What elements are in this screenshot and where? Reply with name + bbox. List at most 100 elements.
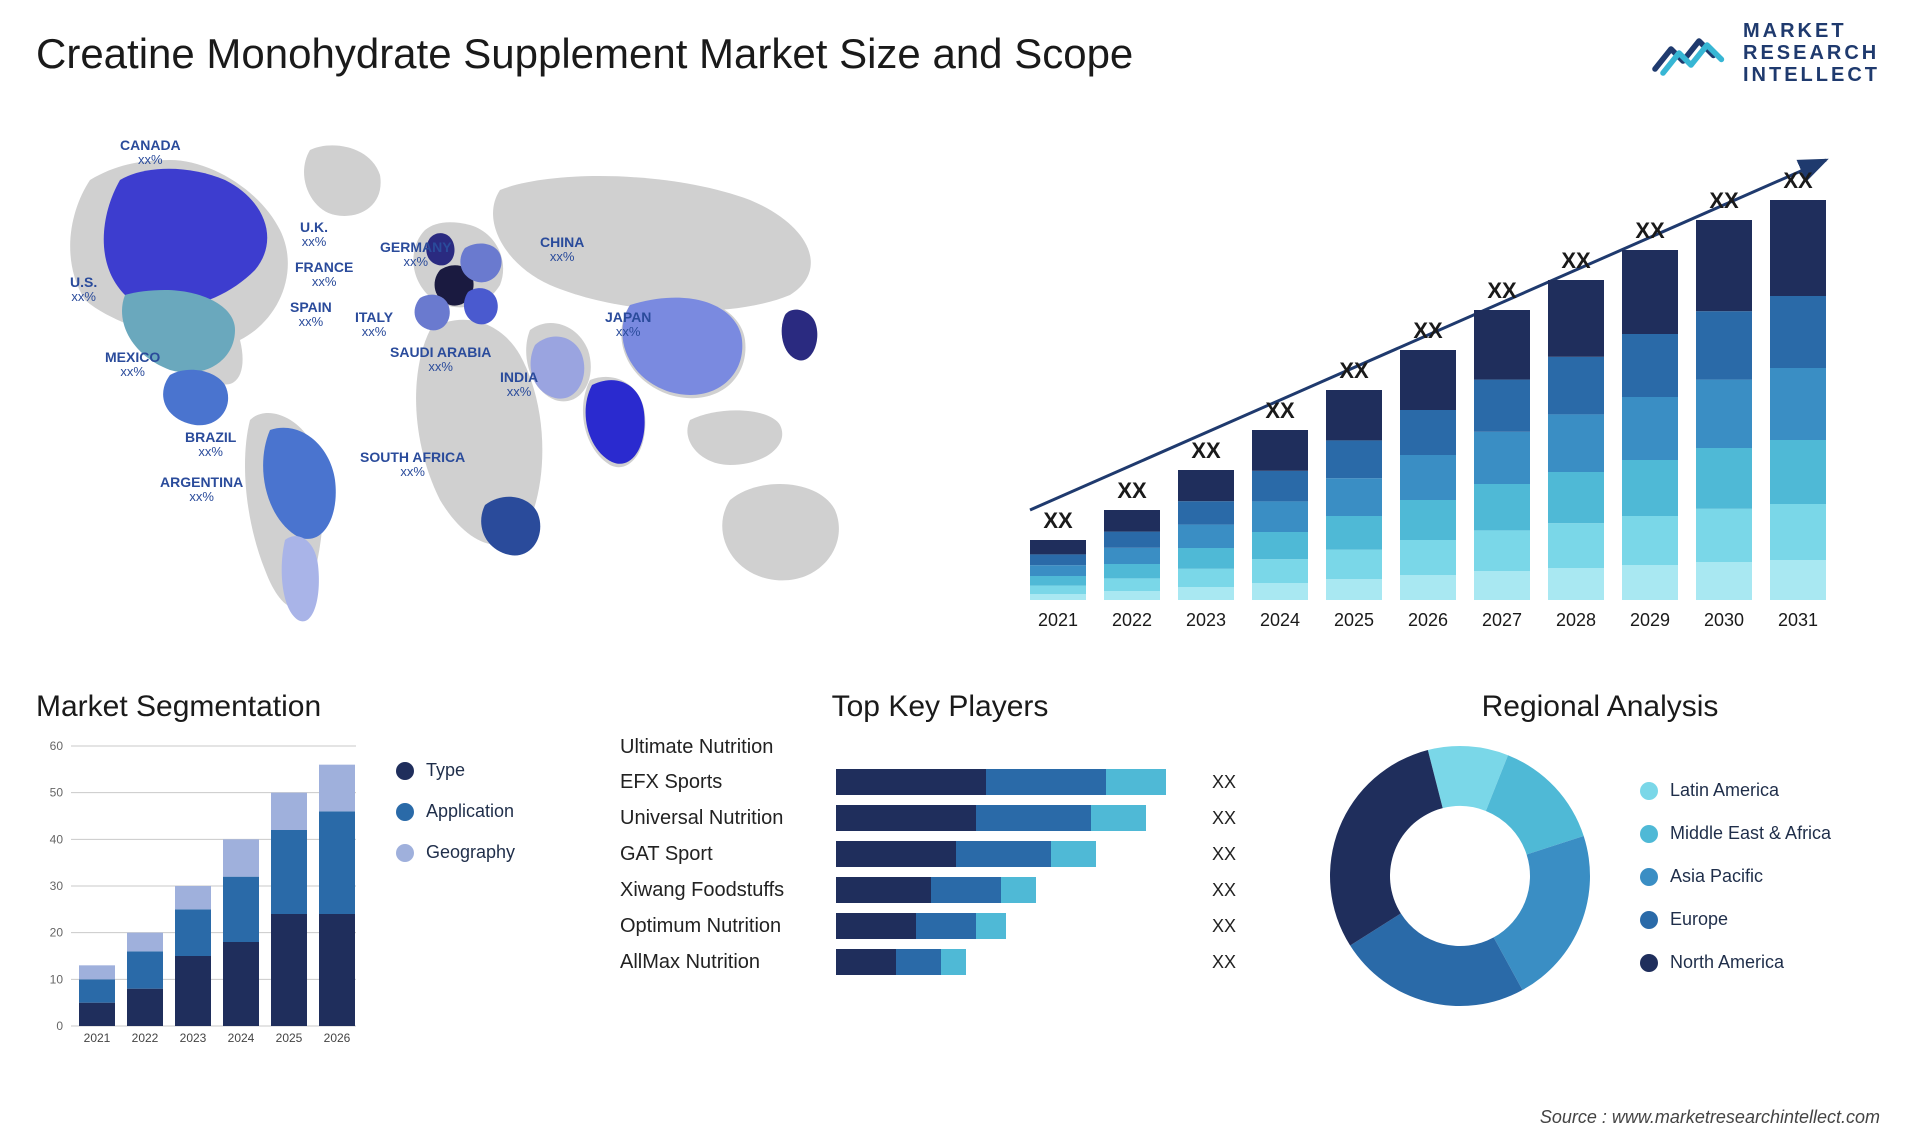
map-label-saudi-arabia: SAUDI ARABIAxx% (390, 345, 491, 375)
key-player-label: AllMax Nutrition (620, 951, 820, 974)
key-player-bar (836, 805, 1196, 831)
key-player-row: EFX Sports XX (620, 769, 1260, 795)
world-map-svg (30, 120, 940, 660)
svg-text:20: 20 (50, 926, 64, 940)
source-label: Source : www.marketresearchintellect.com (1540, 1107, 1880, 1128)
regional-donut (1320, 736, 1600, 1016)
map-label-france: FRANCExx% (295, 260, 353, 290)
brand-logo: MARKET RESEARCH INTELLECT (1651, 20, 1880, 86)
regional-legend-item: Asia Pacific (1640, 866, 1831, 887)
svg-text:XX: XX (1413, 318, 1443, 343)
svg-text:2023: 2023 (180, 1031, 207, 1045)
map-label-italy: ITALYxx% (355, 310, 393, 340)
segmentation-legend: Type Application Geography (396, 760, 515, 863)
key-player-label: Ultimate Nutrition (620, 736, 820, 759)
logo-text-1: MARKET (1743, 20, 1880, 42)
svg-text:2023: 2023 (1186, 610, 1226, 630)
svg-text:XX: XX (1487, 278, 1517, 303)
regional-section: Regional Analysis Latin America Middle Ea… (1320, 690, 1880, 1016)
svg-text:60: 60 (50, 739, 64, 753)
svg-text:XX: XX (1191, 438, 1221, 463)
segmentation-chart: 0102030405060202120222023202420252026 (36, 736, 366, 1056)
svg-text:XX: XX (1117, 478, 1147, 503)
key-player-label: EFX Sports (620, 771, 820, 794)
svg-text:2025: 2025 (1334, 610, 1374, 630)
regional-title: Regional Analysis (1320, 690, 1880, 724)
key-player-row: Optimum NutritionXX (620, 913, 1260, 939)
key-player-value: XX (1212, 952, 1252, 973)
svg-text:40: 40 (50, 832, 64, 846)
map-label-japan: JAPANxx% (605, 310, 651, 340)
svg-text:XX: XX (1265, 398, 1295, 423)
map-label-brazil: BRAZILxx% (185, 430, 236, 460)
svg-text:XX: XX (1635, 218, 1665, 243)
svg-text:2024: 2024 (228, 1031, 255, 1045)
key-player-value: XX (1212, 844, 1252, 865)
svg-text:2030: 2030 (1704, 610, 1744, 630)
regional-legend-item: Latin America (1640, 780, 1831, 801)
key-player-bar (836, 949, 1196, 975)
svg-text:2027: 2027 (1482, 610, 1522, 630)
key-player-value: XX (1212, 772, 1252, 793)
segmentation-legend-item: Geography (396, 842, 515, 863)
world-map: CANADAxx%U.S.xx%MEXICOxx%BRAZILxx%ARGENT… (30, 120, 940, 660)
map-label-south-africa: SOUTH AFRICAxx% (360, 450, 465, 480)
key-player-value: XX (1212, 880, 1252, 901)
svg-text:2026: 2026 (324, 1031, 351, 1045)
svg-text:XX: XX (1561, 248, 1591, 273)
svg-text:XX: XX (1043, 508, 1073, 533)
segmentation-legend-item: Type (396, 760, 515, 781)
map-label-india: INDIAxx% (500, 370, 538, 400)
map-label-germany: GERMANYxx% (380, 240, 452, 270)
svg-text:2021: 2021 (84, 1031, 111, 1045)
key-player-row: GAT Sport XX (620, 841, 1260, 867)
key-player-bar (836, 913, 1196, 939)
svg-text:2026: 2026 (1408, 610, 1448, 630)
svg-text:2025: 2025 (276, 1031, 303, 1045)
svg-text:30: 30 (50, 879, 64, 893)
segmentation-legend-item: Application (396, 801, 515, 822)
key-players-section: Top Key Players Ultimate Nutrition EFX Sp… (620, 690, 1260, 985)
svg-text:2022: 2022 (1112, 610, 1152, 630)
key-player-label: Xiwang Foodstuffs (620, 879, 820, 902)
svg-text:2028: 2028 (1556, 610, 1596, 630)
key-player-bar (836, 841, 1196, 867)
key-player-label: GAT Sport (620, 843, 820, 866)
segmentation-section: Market Segmentation 01020304050602021202… (36, 690, 596, 1056)
key-player-row: Xiwang Foodstuffs XX (620, 877, 1260, 903)
svg-text:2029: 2029 (1630, 610, 1670, 630)
map-label-u-k-: U.K.xx% (300, 220, 328, 250)
map-label-spain: SPAINxx% (290, 300, 332, 330)
regional-legend-item: Middle East & Africa (1640, 823, 1831, 844)
svg-text:XX: XX (1339, 358, 1369, 383)
map-label-u-s-: U.S.xx% (70, 275, 97, 305)
svg-text:XX: XX (1709, 188, 1739, 213)
map-label-canada: CANADAxx% (120, 138, 181, 168)
svg-text:0: 0 (56, 1019, 63, 1033)
logo-text-2: RESEARCH (1743, 42, 1880, 64)
key-player-row: Universal Nutrition XX (620, 805, 1260, 831)
main-bar-chart: XX 2021 XX 2022 XX 2023 XX 2024 XX 2025 XX 2026 XX 20… (1020, 150, 1860, 640)
key-player-bar (836, 769, 1196, 795)
svg-text:2022: 2022 (132, 1031, 159, 1045)
logo-icon (1651, 23, 1731, 83)
svg-text:10: 10 (50, 972, 64, 986)
key-player-label: Universal Nutrition (620, 807, 820, 830)
svg-text:XX: XX (1783, 168, 1813, 193)
key-player-row: AllMax Nutrition XX (620, 949, 1260, 975)
map-label-mexico: MEXICOxx% (105, 350, 160, 380)
key-player-row: Ultimate Nutrition (620, 736, 1260, 759)
key-player-value: XX (1212, 808, 1252, 829)
svg-text:2021: 2021 (1038, 610, 1078, 630)
regional-legend-item: Europe (1640, 909, 1831, 930)
map-label-china: CHINAxx% (540, 235, 584, 265)
regional-legend: Latin America Middle East & Africa Asia Pa… (1640, 780, 1831, 973)
svg-text:2024: 2024 (1260, 610, 1300, 630)
regional-legend-item: North America (1640, 952, 1831, 973)
segmentation-title: Market Segmentation (36, 690, 596, 724)
logo-text-3: INTELLECT (1743, 64, 1880, 86)
key-player-bar (836, 877, 1196, 903)
key-player-label: Optimum Nutrition (620, 915, 820, 938)
page-title: Creatine Monohydrate Supplement Market S… (36, 30, 1133, 78)
key-players-title: Top Key Players (620, 690, 1260, 724)
